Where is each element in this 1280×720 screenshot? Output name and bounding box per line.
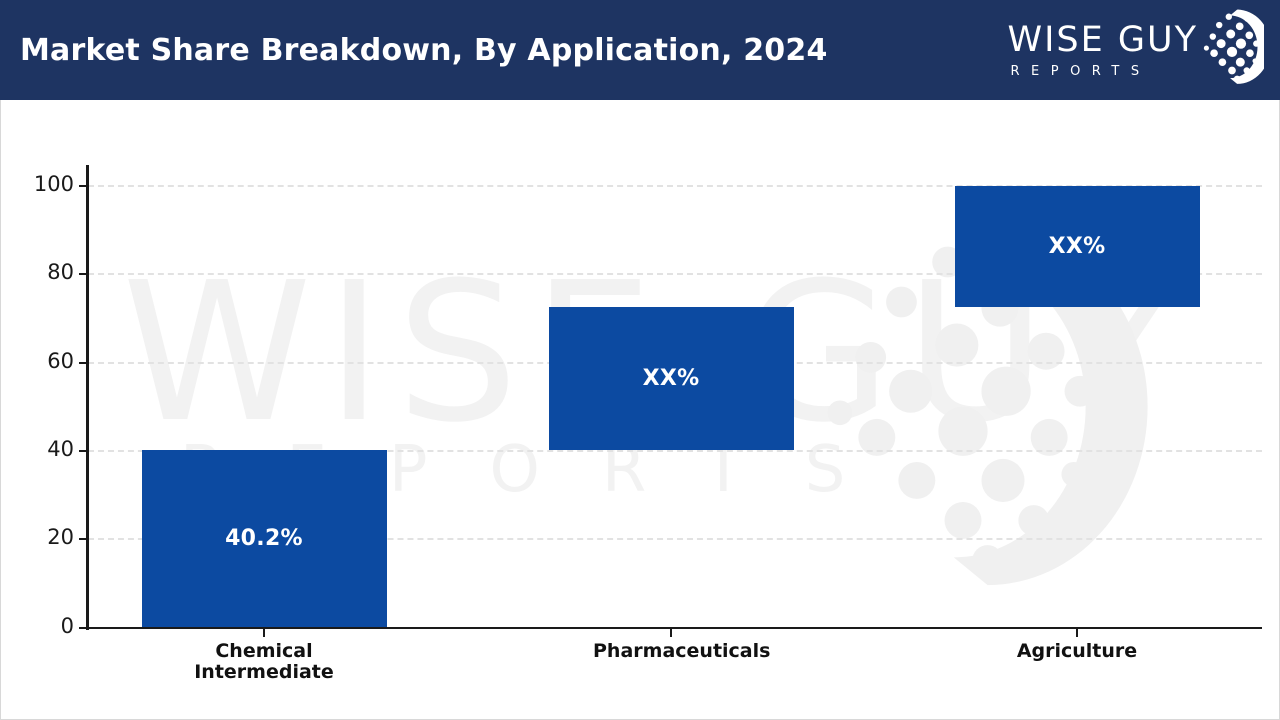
wiseguy-logo: WISE GUY REPORTS (1007, 8, 1264, 92)
x-axis-line (86, 626, 1262, 629)
y-axis-tick-label: 40 (47, 436, 74, 461)
gridline (88, 185, 1262, 187)
chart-title: Market Share Breakdown, By Application, … (20, 32, 828, 68)
bar-value-label: XX% (1048, 233, 1106, 259)
header: Market Share Breakdown, By Application, … (0, 0, 1280, 100)
x-axis-category-label: Agriculture (1016, 639, 1138, 662)
y-axis-tick-label: 0 (60, 613, 74, 638)
bar: XX% (954, 186, 1200, 307)
bar-value-label: XX% (642, 365, 700, 391)
gridline (88, 449, 1262, 452)
y-axis-tick (79, 185, 88, 187)
y-axis-tick-label: 100 (33, 172, 74, 196)
y-axis-tick (79, 273, 88, 276)
y-axis-line (86, 165, 89, 630)
gridline (88, 538, 1262, 541)
logo-wordmark: WISE GUY (1007, 19, 1198, 60)
x-axis-tick (263, 629, 265, 637)
x-axis-tick (670, 629, 672, 637)
y-axis-tick-label: 60 (47, 348, 74, 373)
y-axis-tick (79, 538, 88, 541)
gridline (88, 273, 1262, 276)
y-axis-tick (79, 361, 88, 364)
y-axis-tick (79, 626, 88, 629)
x-axis-category-label: Chemical Intermediate (194, 639, 334, 684)
y-axis-tick (79, 449, 88, 452)
logo-head-icon (1203, 9, 1264, 84)
bar: XX% (548, 306, 794, 450)
bar-value-label: 40.2% (225, 526, 303, 552)
logo-text: WISE GUY REPORTS (1007, 19, 1198, 79)
x-axis-category-label: Pharmaceuticals (593, 639, 771, 662)
logo-subtitle: REPORTS (1010, 63, 1151, 79)
bar: 40.2% (141, 450, 387, 628)
y-axis-tick-label: 20 (47, 525, 74, 550)
x-axis-tick (1076, 629, 1078, 637)
y-axis-tick-label: 80 (47, 260, 74, 285)
